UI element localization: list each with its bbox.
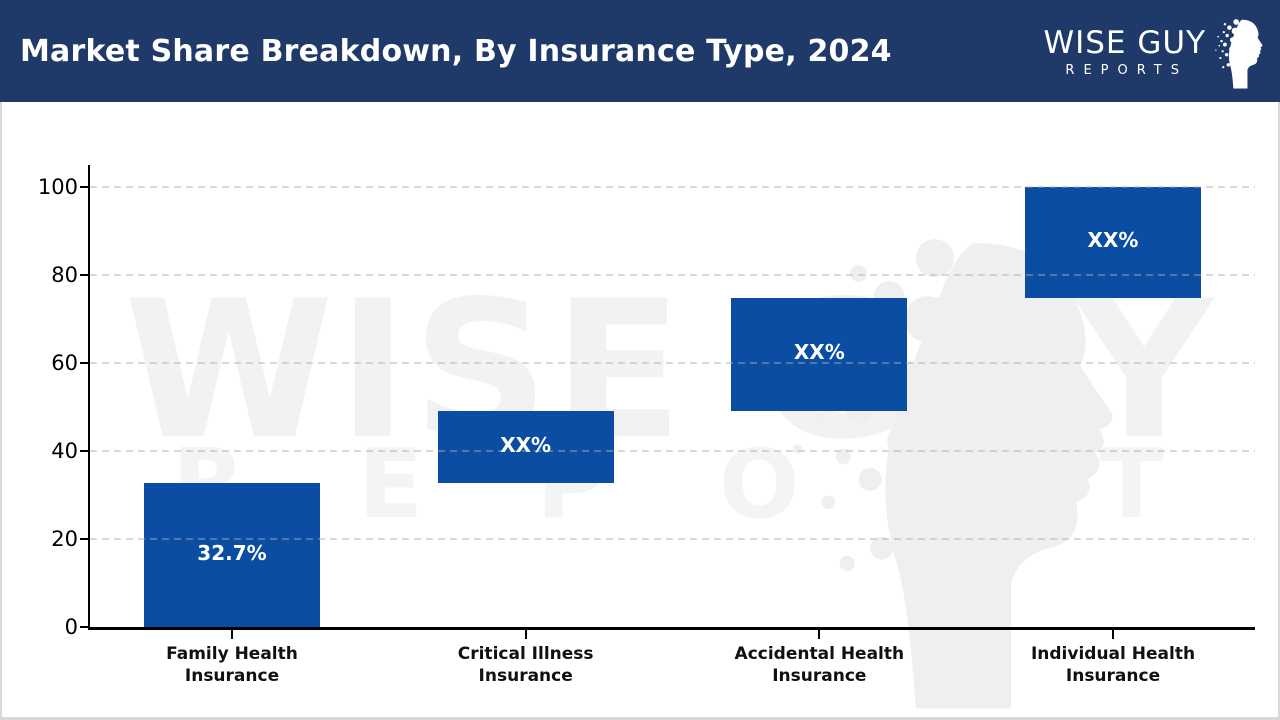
- x-axis-tick: [524, 630, 527, 639]
- wiseguy-logo-text: WISE GUY REPORTS: [1043, 25, 1206, 78]
- y-axis-tick-label: 40: [51, 439, 78, 463]
- x-axis-tick: [231, 630, 233, 639]
- x-axis-category-label: Accidental Health Insurance: [679, 643, 959, 688]
- y-axis-tick-label: 20: [51, 527, 78, 551]
- bar-value-label: 32.7%: [197, 541, 267, 566]
- bar-value-label: XX%: [793, 340, 845, 365]
- y-axis-tick: [80, 362, 88, 364]
- bar-family-health-insurance: [144, 483, 320, 627]
- category-label-line: Accidental Health: [734, 644, 905, 664]
- category-label-line: Individual Health: [1030, 644, 1196, 664]
- chart-card: WISE GUY R E P O R T S 0 20 40 60 80 100 32.7%…: [0, 102, 1280, 720]
- y-axis-line: [88, 165, 90, 630]
- y-axis-tick: [80, 274, 88, 276]
- logo-subtitle: REPORTS: [1065, 62, 1189, 78]
- header-bar: Market Share Breakdown, By Insurance Typ…: [0, 0, 1280, 102]
- y-axis-tick-label: 80: [51, 263, 78, 287]
- x-axis-line: [88, 627, 1255, 630]
- gridline-y-40: [90, 450, 1255, 452]
- bar-value-label: XX%: [1087, 228, 1139, 253]
- x-axis-category-label: Critical Illness Insurance: [386, 643, 666, 688]
- y-axis-tick-label: 60: [51, 351, 78, 375]
- gridline-y-80: [90, 274, 1255, 276]
- category-label-line: Critical Illness: [457, 644, 594, 664]
- wiseguy-logo: WISE GUY REPORTS: [1043, 0, 1270, 102]
- category-label-line: Insurance: [478, 666, 573, 687]
- y-axis-tick: [80, 538, 88, 540]
- bar-critical-illness-insurance: [437, 410, 614, 484]
- logo-wordmark: WISE GUY: [1043, 24, 1206, 61]
- y-axis-tick-label: 0: [64, 615, 78, 639]
- y-axis-tick: [80, 626, 88, 628]
- x-axis-category-label: Family Health Insurance: [92, 643, 372, 688]
- gridline-y-60: [90, 362, 1255, 364]
- y-axis-tick: [80, 450, 88, 452]
- category-label-line: Insurance: [1065, 666, 1161, 687]
- page-title: Market Share Breakdown, By Insurance Typ…: [20, 33, 892, 69]
- gridline-y-20: [90, 538, 1255, 540]
- chart-plot-area: 0 20 40 60 80 100 32.7% Family Health Insurance X…: [2, 102, 1278, 717]
- x-axis-tick: [818, 630, 821, 639]
- y-axis-tick-label: 100: [37, 175, 78, 199]
- dotted-head-icon: [1208, 12, 1270, 94]
- y-axis-tick: [80, 186, 88, 188]
- category-label-line: Family Health: [166, 644, 298, 664]
- x-axis-tick: [1112, 630, 1114, 639]
- category-label-line: Insurance: [772, 666, 867, 687]
- x-axis-category-label: Individual Health Insurance: [973, 643, 1253, 688]
- category-label-line: Insurance: [184, 666, 280, 687]
- bar-value-label: XX%: [500, 433, 552, 458]
- gridline-y-100: [90, 186, 1255, 188]
